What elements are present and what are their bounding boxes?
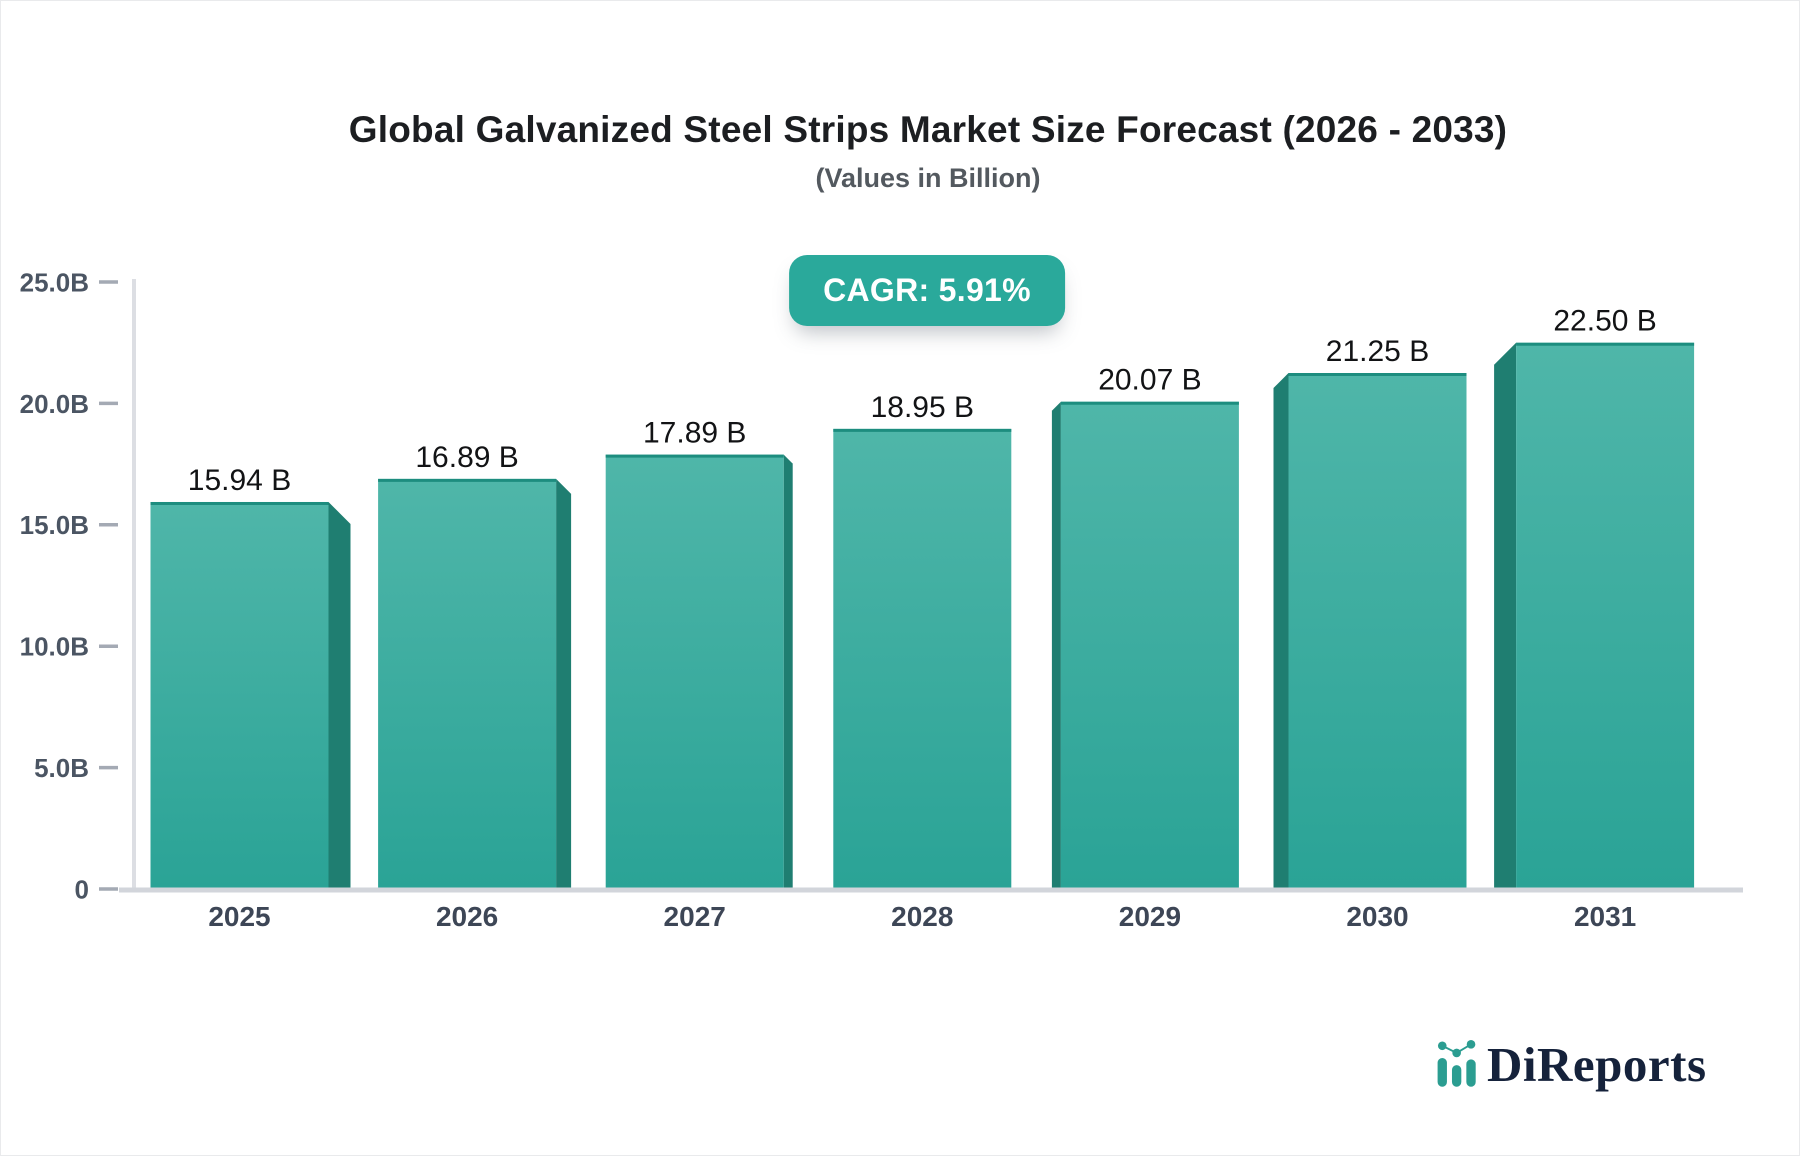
y-tick-label: 0 <box>75 874 89 904</box>
bar-2030[interactable] <box>1288 373 1467 889</box>
bar-2025[interactable] <box>150 501 329 889</box>
y-tick-label: 20.0B <box>20 389 89 419</box>
bar-side-face <box>328 501 351 889</box>
cagr-badge: CAGR: 5.91% <box>789 255 1065 326</box>
bar-value-label: 17.89 B <box>643 417 746 450</box>
bar-side-face <box>1273 373 1289 889</box>
direports-logo: DiReports <box>1434 1036 1707 1092</box>
bar-2031[interactable] <box>1516 342 1695 889</box>
bar-value-label: 22.50 B <box>1553 305 1656 338</box>
x-tick-label: 2025 <box>208 901 270 932</box>
bar-2028[interactable] <box>833 428 1012 889</box>
x-tick-label: 2028 <box>891 901 953 932</box>
chart-title: Global Galvanized Steel Strips Market Si… <box>348 109 1508 150</box>
bar-2027[interactable] <box>605 454 784 889</box>
bar-side-face <box>783 454 793 889</box>
y-tick-label: 10.0B <box>20 632 89 662</box>
y-tick-label: 25.0B <box>20 267 89 297</box>
direports-logo-text: DiReports <box>1487 1036 1707 1092</box>
bar-2026[interactable] <box>378 478 557 889</box>
bar-side-face <box>1494 342 1517 889</box>
bar-side-face <box>556 478 572 889</box>
x-tick-label: 2030 <box>1346 901 1408 932</box>
bar-side-face <box>1051 401 1061 889</box>
bar-2029[interactable] <box>1060 401 1239 889</box>
bar-value-label: 16.89 B <box>415 441 518 474</box>
bar-value-label: 15.94 B <box>188 464 291 497</box>
chart-subtitle: (Values in Billion) <box>815 163 1041 193</box>
bar-line-chart-logo-icon <box>1437 1040 1476 1087</box>
x-tick-label: 2029 <box>1119 901 1181 932</box>
x-tick-label: 2026 <box>436 901 498 932</box>
y-tick-label: 5.0B <box>34 753 89 783</box>
x-tick-label: 2027 <box>664 901 726 932</box>
bar-value-label: 18.95 B <box>871 391 974 424</box>
bar-value-label: 20.07 B <box>1098 364 1201 397</box>
x-tick-label: 2031 <box>1574 901 1636 932</box>
bar-value-label: 21.25 B <box>1326 335 1429 368</box>
y-tick-label: 15.0B <box>20 510 89 540</box>
